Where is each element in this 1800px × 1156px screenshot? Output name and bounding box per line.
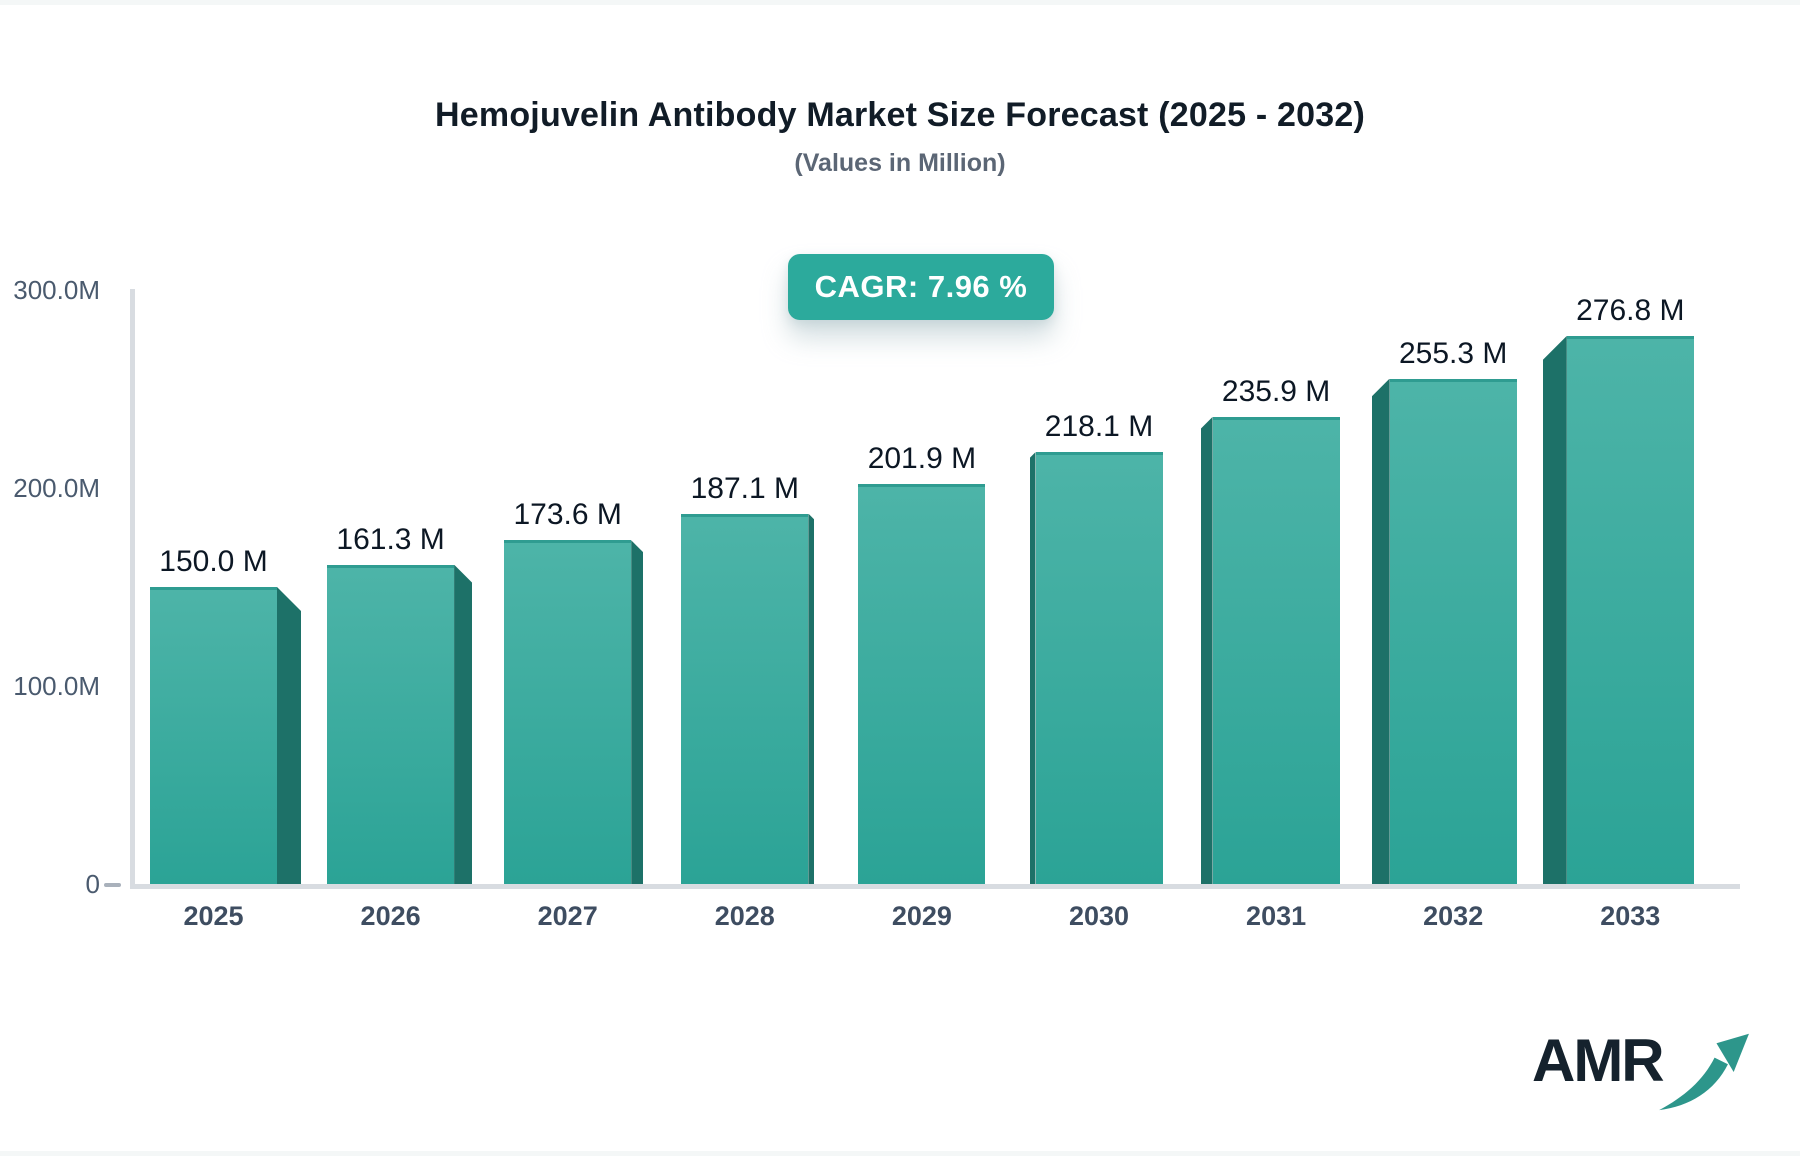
bar-2029 (858, 484, 986, 884)
bar-value-label: 161.3 M (336, 522, 445, 556)
bar-side-face (1200, 416, 1213, 884)
x-axis-label-2025: 2025 (183, 901, 244, 931)
y-axis-tick-label: 200.0M (13, 473, 100, 503)
x-axis-label-2033: 2033 (1600, 901, 1661, 931)
x-axis-label-2030: 2030 (1068, 901, 1130, 931)
bar-2025 (150, 587, 277, 884)
bar-side-face (454, 564, 473, 884)
bar-2027 (504, 540, 632, 884)
x-axis-label-2028: 2028 (714, 901, 775, 931)
bar-value-label: 218.1 M (1044, 410, 1154, 444)
bar-side-face (631, 540, 644, 884)
x-axis-label-2032: 2032 (1423, 901, 1484, 931)
bar-value-label: 201.9 M (867, 442, 977, 476)
bar-2026 (327, 564, 455, 884)
cagr-badge: CAGR: 7.96 % (788, 254, 1054, 320)
top-edge-strip (0, 0, 1800, 5)
bar-2031 (1212, 416, 1340, 884)
bar-value-label: 276.8 M (1576, 293, 1685, 327)
x-axis-label-2026: 2026 (360, 901, 421, 931)
chart-title: Hemojuvelin Antibody Market Size Forecas… (435, 96, 1365, 134)
bar-side-face (1371, 378, 1390, 884)
x-axis-label-2027: 2027 (537, 901, 598, 931)
x-axis-label-2031: 2031 (1246, 901, 1307, 931)
bar-2032 (1389, 378, 1517, 884)
x-axis-label-2029: 2029 (891, 901, 952, 931)
y-axis-tick-label: 100.0M (13, 671, 100, 701)
bar-2033 (1566, 335, 1694, 884)
bar-value-label: 150.0 M (159, 545, 268, 578)
y-axis-tick-label: 0 (85, 869, 100, 899)
bar-side-face (277, 587, 301, 884)
bar-value-label: 173.6 M (513, 498, 622, 532)
brand-logo: AMR (1532, 1028, 1753, 1114)
bottom-edge-strip (0, 1151, 1800, 1156)
y-axis-line (130, 289, 135, 889)
x-axis-line (130, 884, 1740, 889)
bar-value-label: 235.9 M (1221, 374, 1331, 408)
y-axis-tick-label: 300.0M (13, 275, 100, 305)
bar-side-face (1542, 335, 1567, 884)
trend-up-arrow-icon (1658, 1033, 1749, 1111)
bar-side-face (808, 513, 815, 884)
bar-2028 (681, 513, 809, 884)
bar-side-face (1029, 452, 1036, 884)
zero-tick-mark (104, 883, 121, 887)
brand-name: AMR (1532, 1027, 1665, 1094)
bar-value-label: 187.1 M (690, 471, 799, 505)
bar-2030 (1035, 452, 1163, 884)
bar-value-label: 255.3 M (1398, 336, 1508, 370)
chart-subtitle: (Values in Million) (794, 149, 1006, 177)
